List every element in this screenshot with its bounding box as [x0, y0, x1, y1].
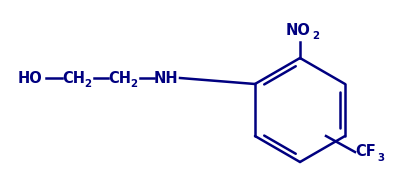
- Text: CF: CF: [355, 145, 376, 160]
- Text: 2: 2: [312, 31, 319, 41]
- Text: CH: CH: [62, 70, 85, 85]
- Text: 2: 2: [84, 79, 91, 89]
- Text: HO: HO: [18, 70, 43, 85]
- Text: NO: NO: [286, 22, 311, 38]
- Text: 3: 3: [377, 153, 384, 163]
- Text: 2: 2: [130, 79, 137, 89]
- Text: NH: NH: [154, 70, 178, 85]
- Text: CH: CH: [108, 70, 131, 85]
